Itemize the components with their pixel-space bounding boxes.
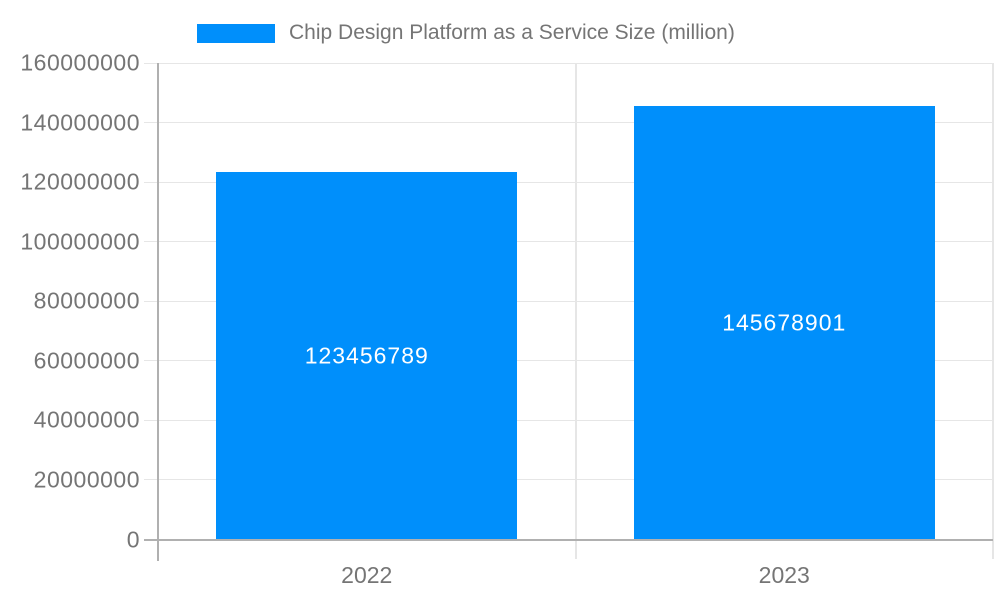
y-tick-label: 120000000 bbox=[20, 168, 140, 195]
chart-title: Chip Design Platform as a Service Size (… bbox=[289, 21, 735, 44]
category-divider bbox=[992, 63, 994, 559]
gridline bbox=[144, 62, 993, 64]
y-tick-label: 40000000 bbox=[33, 406, 140, 433]
y-tick-label: 80000000 bbox=[33, 287, 140, 314]
y-tick-label: 60000000 bbox=[33, 347, 140, 374]
y-tick-label: 0 bbox=[126, 526, 140, 552]
gridline bbox=[144, 122, 993, 124]
gridline bbox=[144, 300, 993, 302]
legend: Chip Design Platform as a Service Size (… bbox=[197, 18, 735, 48]
gridline bbox=[144, 419, 993, 421]
gridline bbox=[144, 360, 993, 362]
y-tick-label: 100000000 bbox=[20, 228, 140, 255]
y-axis-line bbox=[157, 63, 159, 561]
legend-swatch bbox=[197, 23, 275, 43]
category-divider bbox=[574, 63, 577, 559]
y-tick-label: 160000000 bbox=[20, 49, 140, 76]
bar-value-label: 123456789 bbox=[304, 342, 429, 369]
x-axis-baseline bbox=[144, 538, 993, 541]
x-tick-label: 2022 bbox=[341, 562, 393, 588]
gridline bbox=[144, 479, 993, 481]
bar-value-label: 145678901 bbox=[722, 309, 847, 336]
x-tick-label: 2023 bbox=[758, 562, 810, 588]
y-tick-label: 20000000 bbox=[33, 466, 140, 493]
bar bbox=[216, 171, 518, 540]
y-tick-label: 140000000 bbox=[20, 109, 140, 136]
gridline bbox=[144, 181, 993, 183]
gridline bbox=[144, 241, 993, 243]
bar bbox=[633, 105, 935, 540]
